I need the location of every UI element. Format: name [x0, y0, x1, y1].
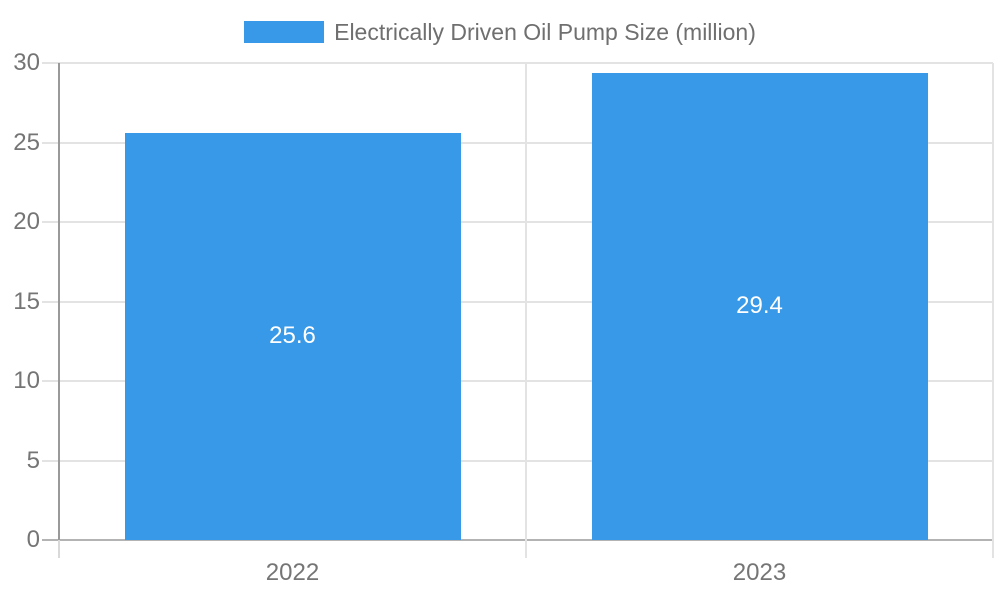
gridline-y-20: [42, 221, 993, 223]
gridline-y-30: [42, 62, 993, 64]
plot-right-boundary: [992, 63, 994, 558]
bar-value-label: 29.4: [736, 292, 783, 320]
category-divider: [525, 63, 527, 558]
legend-swatch: [244, 21, 325, 43]
x-tick-label-2023: 2023: [732, 559, 787, 586]
legend-label: Electrically Driven Oil Pump Size (milli…: [334, 18, 756, 45]
y-tick-label-20: 20: [13, 208, 40, 235]
bar-value-label: 25.6: [269, 322, 316, 350]
y-tick-label-25: 25: [13, 128, 40, 156]
gridline-y-5: [42, 459, 993, 462]
gridline-y-25: [42, 141, 993, 144]
legend[interactable]: Electrically Driven Oil Pump Size (milli…: [0, 17, 1000, 47]
gridline-y-15: [42, 300, 993, 303]
x-axis-line: [42, 539, 993, 541]
y-tick-label-5: 5: [26, 446, 40, 474]
y-tick-label-0: 0: [26, 526, 40, 553]
x-tick-label-2022: 2022: [265, 559, 320, 586]
y-tick-label-10: 10: [13, 367, 40, 394]
y-axis-bottom-tick: [58, 540, 60, 558]
bar-2022[interactable]: [124, 132, 461, 540]
y-tick-label-15: 15: [13, 287, 40, 315]
gridline-y-10: [42, 380, 993, 382]
y-tick-label-30: 30: [13, 49, 40, 76]
bar-2023[interactable]: [591, 72, 928, 540]
y-axis-line: [58, 63, 60, 540]
